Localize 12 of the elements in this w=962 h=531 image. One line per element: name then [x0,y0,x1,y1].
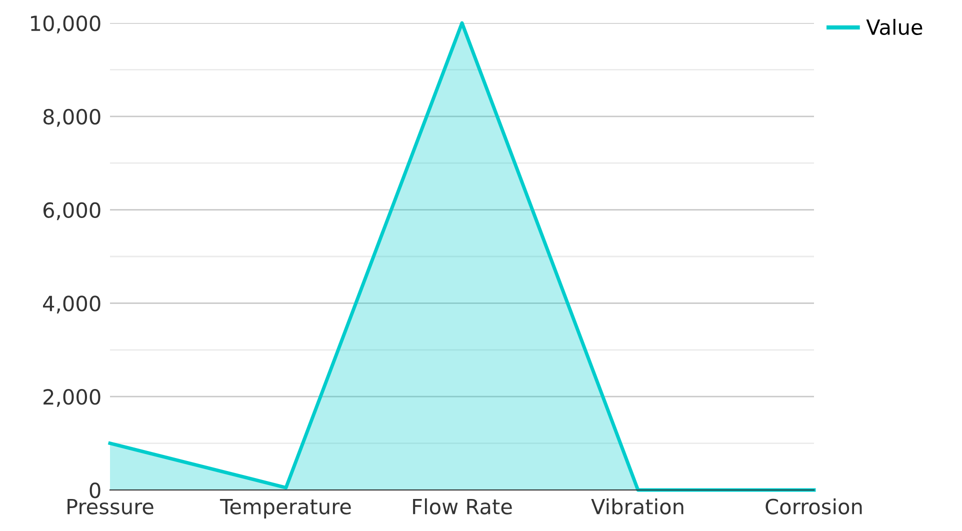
x-tick-label: Flow Rate [413,498,512,514]
x-tick-label: Vibration [591,498,684,514]
x-tick-label: Pressure [68,498,154,514]
y-tick-label: 2,000 [44,389,100,407]
x-tick-label: Temperature [220,498,351,518]
y-tick-label: 4,000 [43,296,100,314]
x-tick-label: Corrosion [766,498,862,514]
y-tick-label: 0 [90,482,100,498]
legend-label: Value [866,18,922,36]
y-tick-label: 10,000 [31,15,100,34]
y-tick-label: 6,000 [43,202,100,220]
y-tick-label: 8,000 [43,108,100,127]
